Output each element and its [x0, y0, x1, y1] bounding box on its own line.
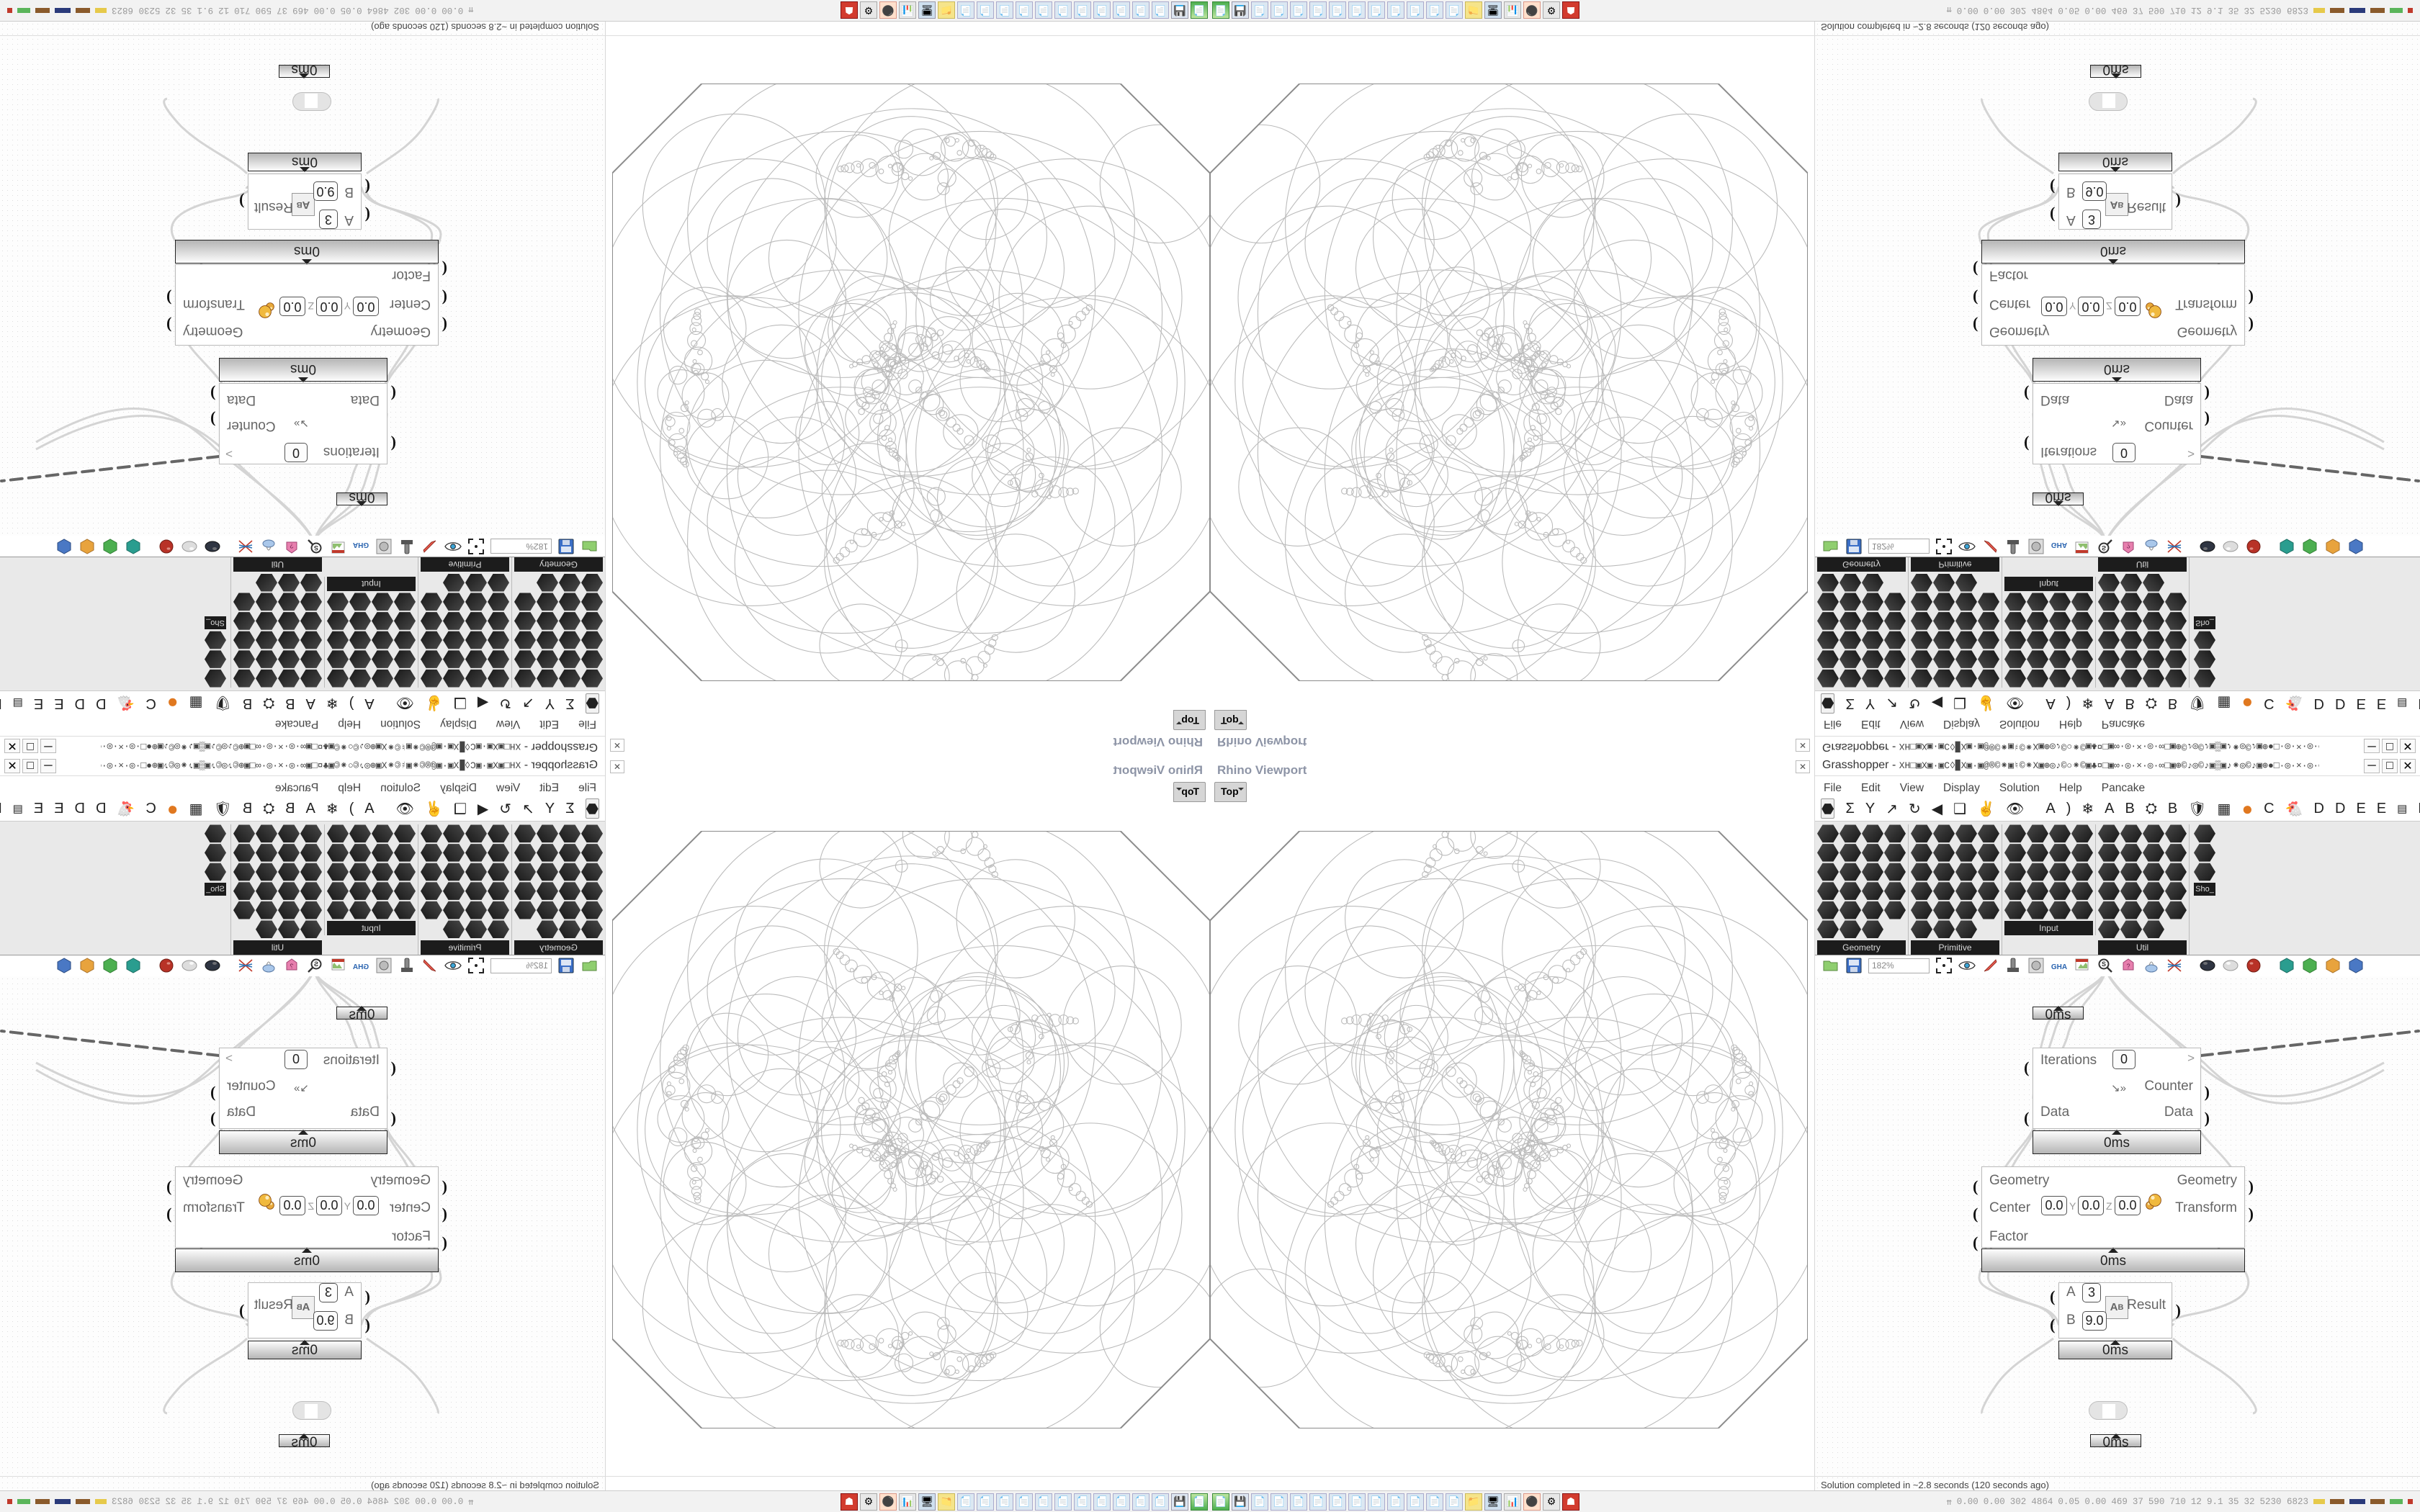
svg-text:GHA: GHA [353, 541, 369, 549]
svg-text:S: S [2102, 544, 2106, 552]
svg-text:?: ? [2126, 963, 2130, 970]
svg-text:?: ? [2126, 542, 2130, 549]
svg-text:GHA: GHA [353, 963, 369, 971]
svg-text:S: S [314, 960, 318, 968]
svg-text:GHA: GHA [2051, 963, 2067, 971]
svg-text:GHA: GHA [2051, 541, 2067, 549]
svg-text:S: S [2102, 960, 2106, 968]
svg-text:?: ? [290, 542, 293, 549]
svg-text:?: ? [290, 963, 293, 970]
svg-text:S: S [314, 544, 318, 552]
